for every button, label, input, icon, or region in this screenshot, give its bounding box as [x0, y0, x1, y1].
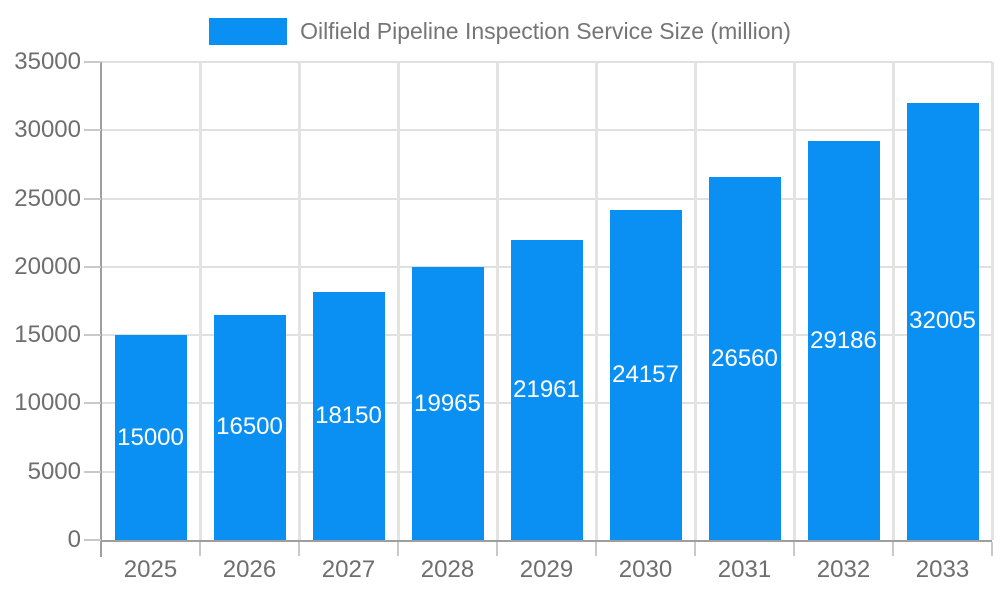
- bar-2031[interactable]: [708, 177, 781, 540]
- bar-2027[interactable]: [312, 292, 385, 540]
- bar-value-label: 15000: [117, 423, 184, 451]
- bar-value-label: 26560: [711, 344, 778, 372]
- x-tick-label: 2030: [618, 556, 673, 583]
- x-tick-mark: [397, 542, 399, 556]
- y-tick-mark: [84, 129, 101, 132]
- x-tick-label: 2032: [816, 556, 871, 583]
- bar-value-label: 19965: [414, 389, 481, 417]
- x-tick-label: 2026: [222, 556, 277, 583]
- x-tick-label: 2031: [717, 556, 772, 583]
- vertical-gridline: [495, 62, 499, 540]
- chart-legend[interactable]: Oilfield Pipeline Inspection Service Siz…: [0, 16, 1000, 46]
- bar-value-label: 18150: [315, 402, 382, 430]
- horizontal-gridline: [101, 197, 992, 200]
- y-tick-mark: [84, 265, 101, 268]
- y-tick-mark: [84, 402, 101, 405]
- bar-value-label: 24157: [612, 361, 679, 389]
- x-tick-mark: [793, 542, 795, 556]
- bar-value-label: 29186: [810, 326, 877, 354]
- vertical-gridline: [990, 62, 994, 540]
- x-tick-label: 2027: [321, 556, 376, 583]
- y-tick-mark: [84, 334, 101, 337]
- vertical-gridline: [693, 62, 697, 540]
- x-tick-mark: [892, 542, 894, 556]
- bar-2026[interactable]: [213, 314, 286, 540]
- bar-value-label: 16500: [216, 413, 283, 441]
- x-tick-mark: [199, 542, 201, 556]
- y-tick-label: 5000: [27, 457, 81, 485]
- x-tick-mark: [991, 542, 993, 556]
- bar-value-label: 21961: [513, 376, 580, 404]
- x-tick-label: 2033: [915, 556, 970, 583]
- vertical-gridline: [792, 62, 796, 540]
- y-tick-label: 15000: [14, 321, 81, 349]
- x-tick-mark: [298, 542, 300, 556]
- horizontal-gridline: [101, 61, 992, 63]
- bar-2029[interactable]: [510, 240, 583, 540]
- y-tick-label: 10000: [14, 389, 81, 417]
- y-tick-mark: [84, 61, 101, 63]
- y-tick-mark: [84, 197, 101, 200]
- y-tick-label: 25000: [14, 184, 81, 212]
- x-tick-mark: [496, 542, 498, 556]
- y-tick-mark: [84, 470, 101, 473]
- x-tick-mark: [694, 542, 696, 556]
- vertical-gridline: [594, 62, 598, 540]
- y-tick-label: 20000: [14, 252, 81, 280]
- bar-2030[interactable]: [609, 210, 682, 540]
- x-tick-label: 2025: [123, 556, 178, 583]
- bar-2025[interactable]: [114, 335, 187, 540]
- horizontal-gridline: [101, 129, 992, 132]
- y-tick-mark: [84, 539, 101, 541]
- x-tick-label: 2029: [519, 556, 574, 583]
- vertical-gridline: [891, 62, 895, 540]
- vertical-gridline: [297, 62, 301, 540]
- bar-2032[interactable]: [807, 141, 880, 540]
- bar-2033[interactable]: [906, 102, 979, 540]
- y-tick-label: 30000: [14, 116, 81, 144]
- x-tick-mark: [595, 542, 597, 556]
- x-axis-line: [101, 540, 992, 542]
- y-tick-label: 35000: [14, 48, 81, 75]
- vertical-gridline: [198, 62, 202, 540]
- y-tick-label: 0: [67, 526, 81, 553]
- vertical-gridline: [396, 62, 400, 540]
- bar-2028[interactable]: [411, 267, 484, 540]
- y-axis-line: [100, 62, 102, 557]
- legend-label: Oilfield Pipeline Inspection Service Siz…: [300, 17, 791, 44]
- legend-swatch: [209, 17, 288, 45]
- bar-value-label: 32005: [909, 307, 976, 335]
- x-tick-label: 2028: [420, 556, 475, 583]
- plot-area: 15000 16500 18150 19965 21961 24157 26560 29186…: [101, 61, 994, 540]
